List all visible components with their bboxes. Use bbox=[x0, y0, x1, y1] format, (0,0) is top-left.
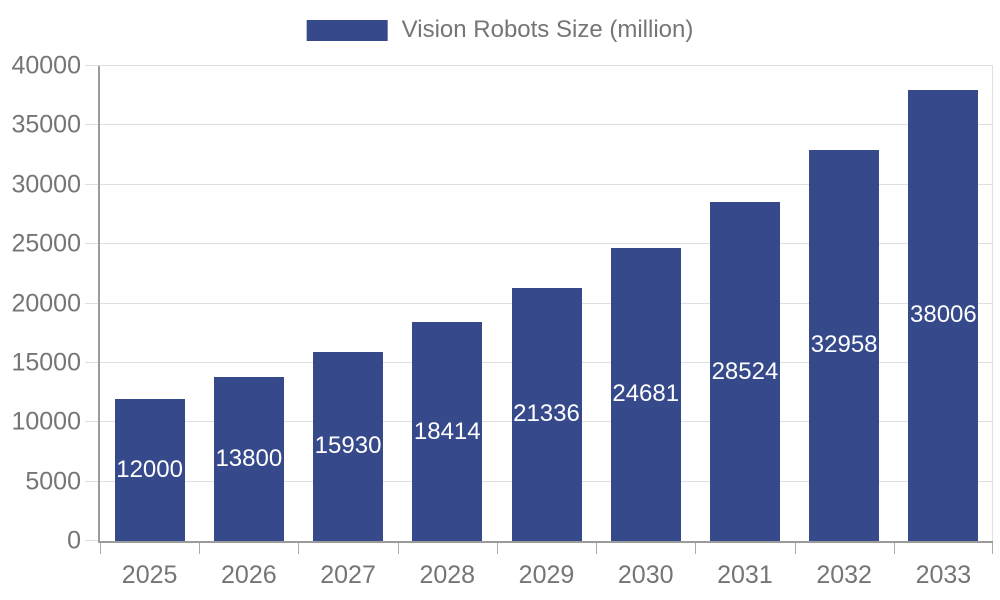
y-tick-mark bbox=[85, 421, 100, 423]
x-axis-tick-label: 2028 bbox=[419, 561, 476, 589]
y-tick-mark bbox=[85, 361, 100, 363]
x-tick-mark bbox=[992, 543, 993, 554]
y-tick-mark bbox=[85, 540, 100, 541]
gridline bbox=[100, 243, 993, 245]
x-tick-mark bbox=[695, 543, 697, 554]
bar-value-label: 12000 bbox=[116, 455, 183, 483]
bar bbox=[213, 377, 284, 541]
y-axis-tick-label: 20000 bbox=[11, 289, 81, 317]
legend-swatch bbox=[306, 19, 388, 41]
bar-value-label: 15930 bbox=[314, 432, 382, 460]
y-axis-tick-label: 25000 bbox=[11, 229, 81, 258]
legend-label: Vision Robots Size (million) bbox=[401, 16, 694, 43]
plot-right-border bbox=[992, 66, 993, 541]
bar-value-label: 28524 bbox=[711, 357, 779, 385]
bar bbox=[511, 287, 582, 541]
x-axis-tick-label: 2029 bbox=[518, 561, 575, 589]
y-axis-line bbox=[98, 66, 100, 541]
gridline bbox=[100, 124, 993, 126]
x-tick-mark bbox=[199, 543, 201, 554]
y-axis-tick-label: 30000 bbox=[11, 170, 81, 199]
x-axis-tick-label: 2025 bbox=[121, 561, 178, 589]
bar-value-label: 38006 bbox=[910, 301, 977, 329]
bar bbox=[908, 89, 979, 541]
y-axis-tick-label: 35000 bbox=[11, 110, 81, 139]
bar bbox=[809, 149, 880, 541]
bar-value-label: 32958 bbox=[810, 331, 878, 359]
y-tick-mark bbox=[85, 183, 100, 185]
x-axis-tick-label: 2032 bbox=[816, 561, 872, 589]
bar bbox=[610, 247, 681, 541]
gridline bbox=[100, 65, 993, 66]
bar bbox=[412, 322, 483, 541]
bar-value-label: 13800 bbox=[215, 445, 283, 473]
x-tick-mark bbox=[397, 543, 399, 554]
y-tick-mark bbox=[85, 65, 100, 66]
y-tick-mark bbox=[85, 302, 100, 304]
y-axis-tick-label: 10000 bbox=[11, 407, 81, 436]
y-axis-tick-label: 5000 bbox=[25, 467, 81, 496]
x-tick-mark bbox=[596, 543, 598, 554]
x-axis-tick-label: 2031 bbox=[717, 561, 773, 589]
bar bbox=[114, 398, 185, 541]
x-axis-tick-label: 2030 bbox=[617, 561, 674, 589]
legend-item[interactable]: Vision Robots Size (million) bbox=[306, 16, 694, 43]
y-tick-mark bbox=[85, 243, 100, 245]
x-axis-tick-label: 2027 bbox=[320, 561, 376, 589]
y-tick-mark bbox=[85, 124, 100, 126]
bar-value-label: 21336 bbox=[513, 400, 580, 428]
y-axis-tick-label: 40000 bbox=[11, 51, 81, 80]
bar bbox=[313, 351, 384, 541]
x-axis-tick-label: 2026 bbox=[221, 561, 277, 589]
x-tick-mark bbox=[100, 543, 101, 554]
y-axis-tick-label: 15000 bbox=[11, 348, 81, 377]
bar-value-label: 18414 bbox=[413, 417, 481, 445]
y-axis-tick-label: 0 bbox=[67, 526, 81, 555]
x-tick-mark bbox=[794, 543, 796, 554]
y-tick-mark bbox=[85, 480, 100, 482]
gridline bbox=[100, 183, 993, 185]
bar bbox=[709, 202, 780, 541]
x-tick-mark bbox=[298, 543, 300, 554]
x-axis-line bbox=[98, 541, 993, 543]
bar-value-label: 24681 bbox=[612, 380, 680, 408]
x-tick-mark bbox=[893, 543, 895, 554]
x-axis-tick-label: 2033 bbox=[915, 561, 972, 589]
x-tick-mark bbox=[496, 543, 498, 554]
